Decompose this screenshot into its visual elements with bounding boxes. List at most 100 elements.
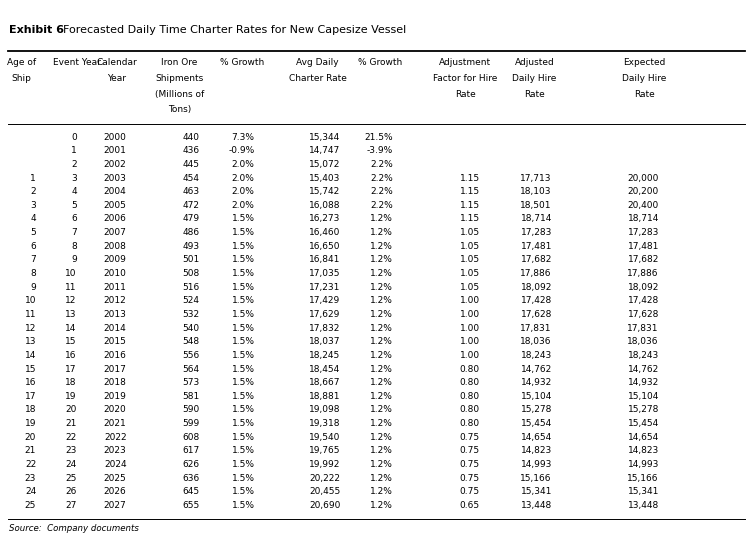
- Text: 15,166: 15,166: [520, 473, 552, 483]
- Text: 1.5%: 1.5%: [231, 392, 255, 401]
- Text: 15,104: 15,104: [627, 392, 659, 401]
- Text: 1.5%: 1.5%: [231, 473, 255, 483]
- Text: 1.5%: 1.5%: [231, 269, 255, 278]
- Text: 8: 8: [30, 269, 36, 278]
- Text: 2007: 2007: [104, 228, 127, 237]
- Text: 2: 2: [31, 187, 36, 196]
- Text: 16: 16: [25, 378, 36, 387]
- Text: 17,481: 17,481: [627, 242, 659, 251]
- Text: 454: 454: [182, 174, 200, 183]
- Text: 15,166: 15,166: [627, 473, 659, 483]
- Text: 2016: 2016: [104, 351, 127, 360]
- Text: 4: 4: [72, 187, 77, 196]
- Text: 1.2%: 1.2%: [370, 269, 393, 278]
- Text: 516: 516: [182, 283, 200, 292]
- Text: 13: 13: [66, 310, 77, 319]
- Text: 1: 1: [30, 174, 36, 183]
- Text: 14,932: 14,932: [520, 378, 552, 387]
- Text: 1.5%: 1.5%: [231, 337, 255, 346]
- Text: 1.00: 1.00: [459, 296, 480, 305]
- Text: 16,460: 16,460: [309, 228, 340, 237]
- Text: 17,231: 17,231: [309, 283, 340, 292]
- Text: 493: 493: [182, 242, 200, 251]
- Text: 1.05: 1.05: [459, 228, 480, 237]
- Text: 3: 3: [30, 201, 36, 210]
- Text: 18,243: 18,243: [627, 351, 659, 360]
- Text: 14,823: 14,823: [520, 447, 552, 456]
- Text: 2009: 2009: [104, 255, 127, 265]
- Text: 10: 10: [66, 269, 77, 278]
- Text: 17,628: 17,628: [627, 310, 659, 319]
- Text: 6: 6: [71, 214, 77, 223]
- Text: 0.75: 0.75: [459, 460, 480, 469]
- Text: Daily Hire: Daily Hire: [513, 74, 556, 83]
- Text: 1.00: 1.00: [459, 324, 480, 333]
- Text: 0.75: 0.75: [459, 447, 480, 456]
- Text: % Growth: % Growth: [358, 58, 402, 67]
- Text: Iron Ore: Iron Ore: [161, 58, 197, 67]
- Text: 2.2%: 2.2%: [370, 174, 393, 183]
- Text: 18,881: 18,881: [309, 392, 340, 401]
- Text: 17: 17: [25, 392, 36, 401]
- Text: 22: 22: [66, 433, 77, 442]
- Text: 2015: 2015: [104, 337, 127, 346]
- Text: 1.00: 1.00: [459, 351, 480, 360]
- Text: 18,092: 18,092: [520, 283, 552, 292]
- Text: 26: 26: [66, 487, 77, 496]
- Text: Age of: Age of: [7, 58, 35, 67]
- Text: 17,428: 17,428: [520, 296, 552, 305]
- Text: 25: 25: [25, 501, 36, 510]
- Text: 14,993: 14,993: [520, 460, 552, 469]
- Text: 17,832: 17,832: [309, 324, 340, 333]
- Text: 1.05: 1.05: [459, 283, 480, 292]
- Text: 1.2%: 1.2%: [370, 214, 393, 223]
- Text: 548: 548: [182, 337, 200, 346]
- Text: 1.2%: 1.2%: [370, 487, 393, 496]
- Text: 23: 23: [25, 473, 36, 483]
- Text: 608: 608: [182, 433, 200, 442]
- Text: 1.5%: 1.5%: [231, 214, 255, 223]
- Text: 2.2%: 2.2%: [370, 160, 393, 169]
- Text: 1.2%: 1.2%: [370, 392, 393, 401]
- Text: 19,318: 19,318: [309, 419, 340, 428]
- Text: 15,454: 15,454: [520, 419, 552, 428]
- Text: 0.80: 0.80: [459, 419, 480, 428]
- Text: 564: 564: [182, 365, 200, 374]
- Text: 1.2%: 1.2%: [370, 337, 393, 346]
- Text: 18,714: 18,714: [627, 214, 659, 223]
- Text: 14,932: 14,932: [627, 378, 659, 387]
- Text: 14,762: 14,762: [520, 365, 552, 374]
- Text: 2023: 2023: [104, 447, 127, 456]
- Text: 1.05: 1.05: [459, 242, 480, 251]
- Text: 2024: 2024: [104, 460, 127, 469]
- Text: 18,103: 18,103: [520, 187, 552, 196]
- Text: 2005: 2005: [104, 201, 127, 210]
- Text: 15,104: 15,104: [520, 392, 552, 401]
- Text: 15,278: 15,278: [520, 405, 552, 414]
- Text: 2014: 2014: [104, 324, 127, 333]
- Text: 13,448: 13,448: [627, 501, 659, 510]
- Text: 14,654: 14,654: [520, 433, 552, 442]
- Text: 17: 17: [66, 365, 77, 374]
- Text: 15: 15: [66, 337, 77, 346]
- Text: 12: 12: [25, 324, 36, 333]
- Text: 20,000: 20,000: [627, 174, 659, 183]
- Text: 599: 599: [182, 419, 200, 428]
- Text: 2013: 2013: [104, 310, 127, 319]
- Text: 1.15: 1.15: [459, 201, 480, 210]
- Text: 1.5%: 1.5%: [231, 242, 255, 251]
- Text: 7: 7: [30, 255, 36, 265]
- Text: 2000: 2000: [104, 133, 127, 141]
- Text: 25: 25: [66, 473, 77, 483]
- Text: 18,036: 18,036: [627, 337, 659, 346]
- Text: Adjusted: Adjusted: [515, 58, 554, 67]
- Text: 19,540: 19,540: [309, 433, 340, 442]
- Text: 1.5%: 1.5%: [231, 255, 255, 265]
- Text: 9: 9: [71, 255, 77, 265]
- Text: 2.2%: 2.2%: [370, 201, 393, 210]
- Text: 1.5%: 1.5%: [231, 405, 255, 414]
- Text: 440: 440: [182, 133, 200, 141]
- Text: Shipments: Shipments: [155, 74, 203, 83]
- Text: 1.5%: 1.5%: [231, 419, 255, 428]
- Text: 15,344: 15,344: [309, 133, 340, 141]
